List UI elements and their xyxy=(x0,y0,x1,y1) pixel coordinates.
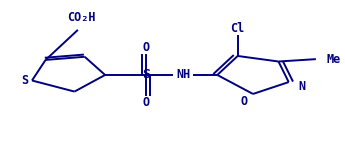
Text: NH: NH xyxy=(176,68,190,81)
Text: S: S xyxy=(21,74,28,87)
Text: O: O xyxy=(241,95,248,108)
Text: N: N xyxy=(298,80,305,93)
Text: S: S xyxy=(142,68,150,81)
Text: Me: Me xyxy=(326,53,341,66)
Text: O: O xyxy=(142,41,149,54)
Text: O: O xyxy=(142,96,149,109)
Text: CO₂H: CO₂H xyxy=(67,10,96,24)
Text: Cl: Cl xyxy=(230,22,245,35)
